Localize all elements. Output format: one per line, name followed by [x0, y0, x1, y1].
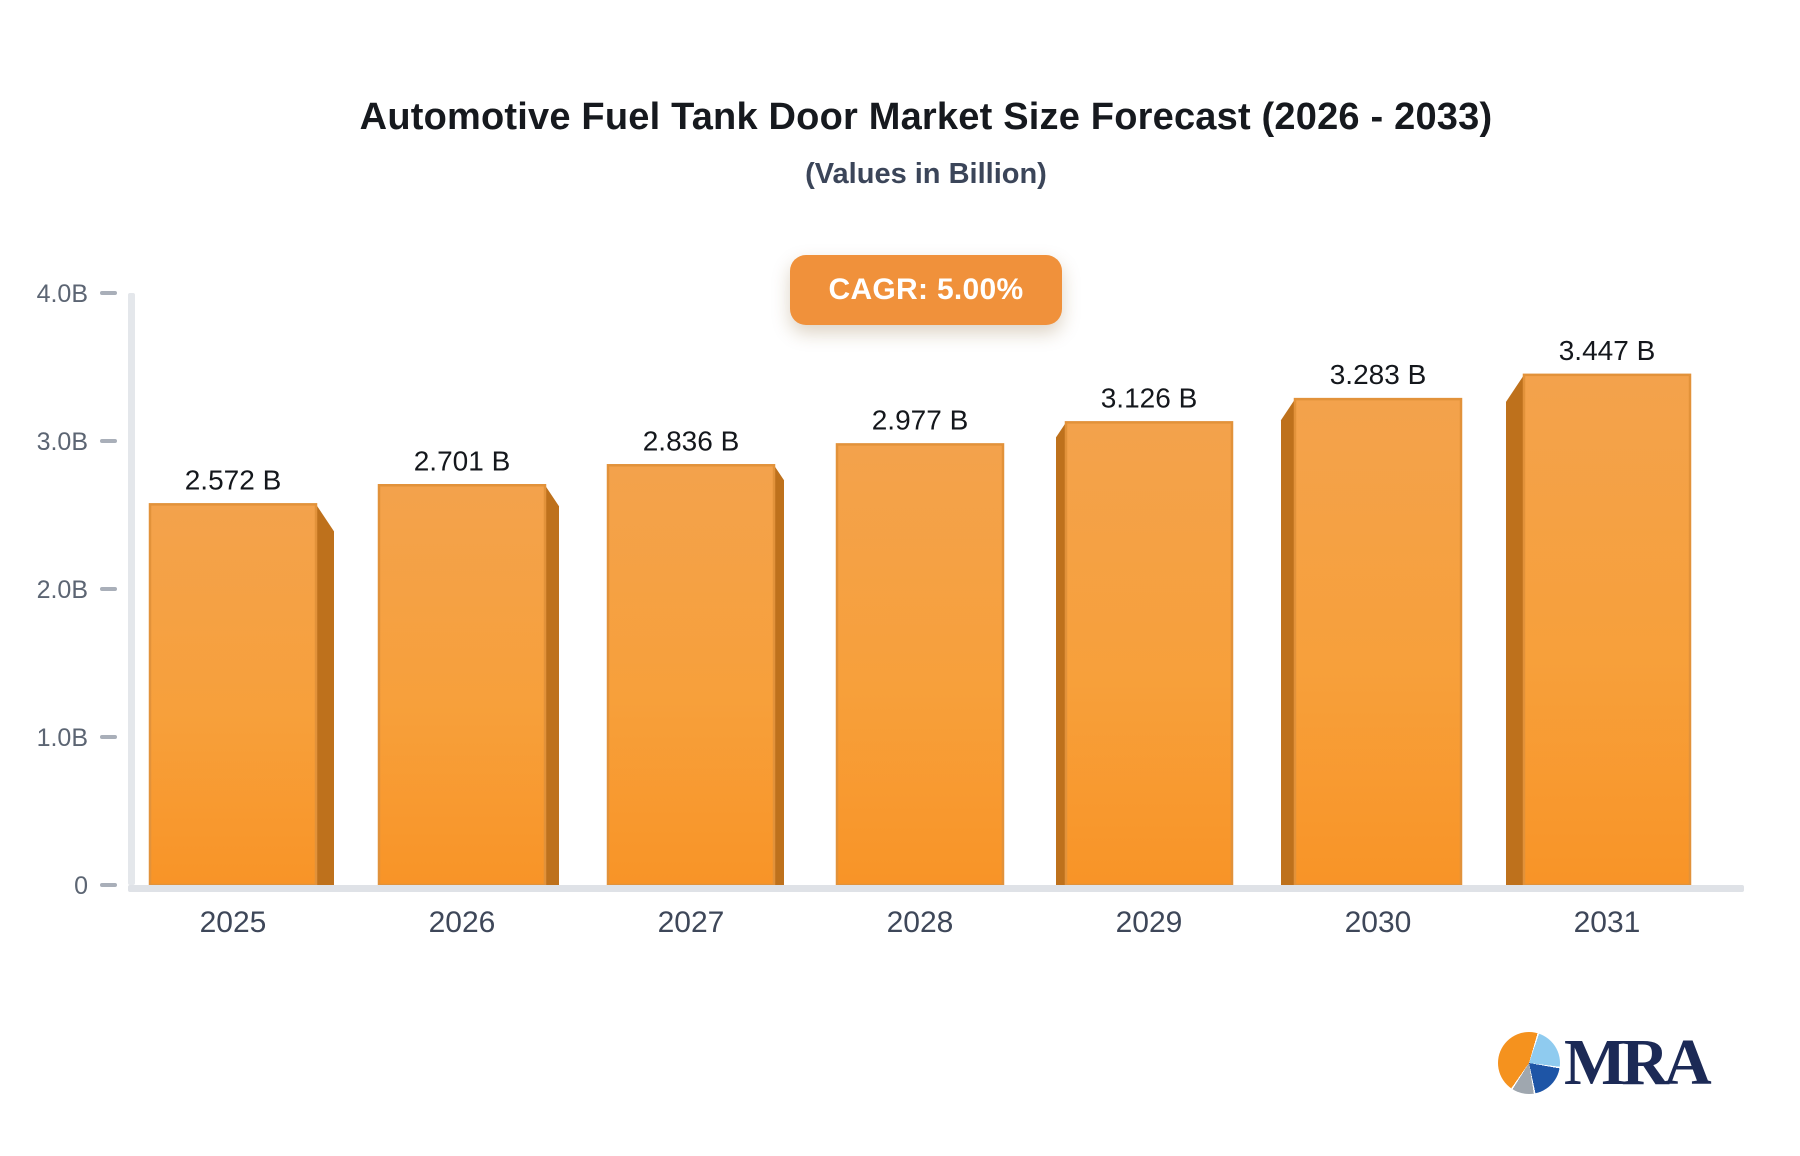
y-tick-label: 0	[74, 872, 88, 900]
y-tick-label: 3.0B	[37, 428, 88, 456]
bar-2027: 2.836 B 2027	[606, 425, 784, 939]
x-tick-label: 2030	[1345, 906, 1412, 939]
bar-value-label: 2.836 B	[643, 425, 740, 456]
y-tick	[100, 735, 117, 739]
bar-side-face	[545, 485, 559, 885]
logo-text: MRA	[1564, 1026, 1712, 1099]
bar-front-face	[835, 443, 1005, 887]
chart-subtitle: (Values in Billion)	[805, 158, 1047, 190]
bar-2028: 2.977 B 2028	[835, 404, 1005, 939]
x-tick-label: 2031	[1574, 906, 1641, 939]
bar-front-face	[1522, 373, 1692, 887]
pie-logo-icon	[1498, 1032, 1560, 1094]
bar-front-face	[1293, 397, 1463, 887]
x-tick-label: 2025	[200, 906, 267, 939]
bar-front-face	[377, 484, 547, 887]
bar-2026: 2.701 B 2026	[377, 445, 559, 939]
bar-value-label: 2.701 B	[414, 445, 511, 476]
x-tick-label: 2027	[658, 906, 725, 939]
bar-side-face	[1506, 374, 1524, 885]
y-tick-label: 4.0B	[37, 280, 88, 308]
bar-side-face	[1056, 422, 1066, 885]
bar-side-face	[316, 504, 334, 885]
bar-2025: 2.572 B 2025	[148, 464, 334, 939]
bar-2029: 3.126 B 2029	[1056, 382, 1234, 939]
bar-front-face	[606, 464, 776, 887]
bar-2031: 3.447 B 2031	[1506, 335, 1692, 939]
cagr-badge: CAGR: 5.00%	[790, 255, 1062, 325]
bar-value-label: 2.977 B	[872, 404, 969, 435]
y-tick	[100, 587, 117, 591]
y-tick-label: 2.0B	[37, 576, 88, 604]
x-tick-label: 2029	[1116, 906, 1183, 939]
y-tick-label: 1.0B	[37, 724, 88, 752]
x-tick-label: 2028	[887, 906, 954, 939]
bar-side-face	[774, 465, 784, 885]
x-tick-label: 2026	[429, 906, 496, 939]
y-tick	[100, 291, 117, 295]
y-axis-line	[128, 293, 135, 885]
bar-value-label: 3.283 B	[1330, 359, 1427, 390]
y-tick	[100, 883, 117, 887]
bar-value-label: 3.447 B	[1559, 335, 1656, 366]
mra-logo: MRA	[1498, 1026, 1712, 1099]
bar-side-face	[1281, 399, 1295, 885]
bar-value-label: 3.126 B	[1101, 382, 1198, 413]
bar-front-face	[1064, 421, 1234, 887]
bar-value-label: 2.572 B	[185, 464, 282, 495]
chart-title: Automotive Fuel Tank Door Market Size Fo…	[359, 96, 1493, 138]
bar-front-face	[148, 503, 318, 887]
bar-2030: 3.283 B 2030	[1281, 359, 1463, 939]
y-tick	[100, 439, 117, 443]
x-axis-line	[128, 885, 1744, 892]
